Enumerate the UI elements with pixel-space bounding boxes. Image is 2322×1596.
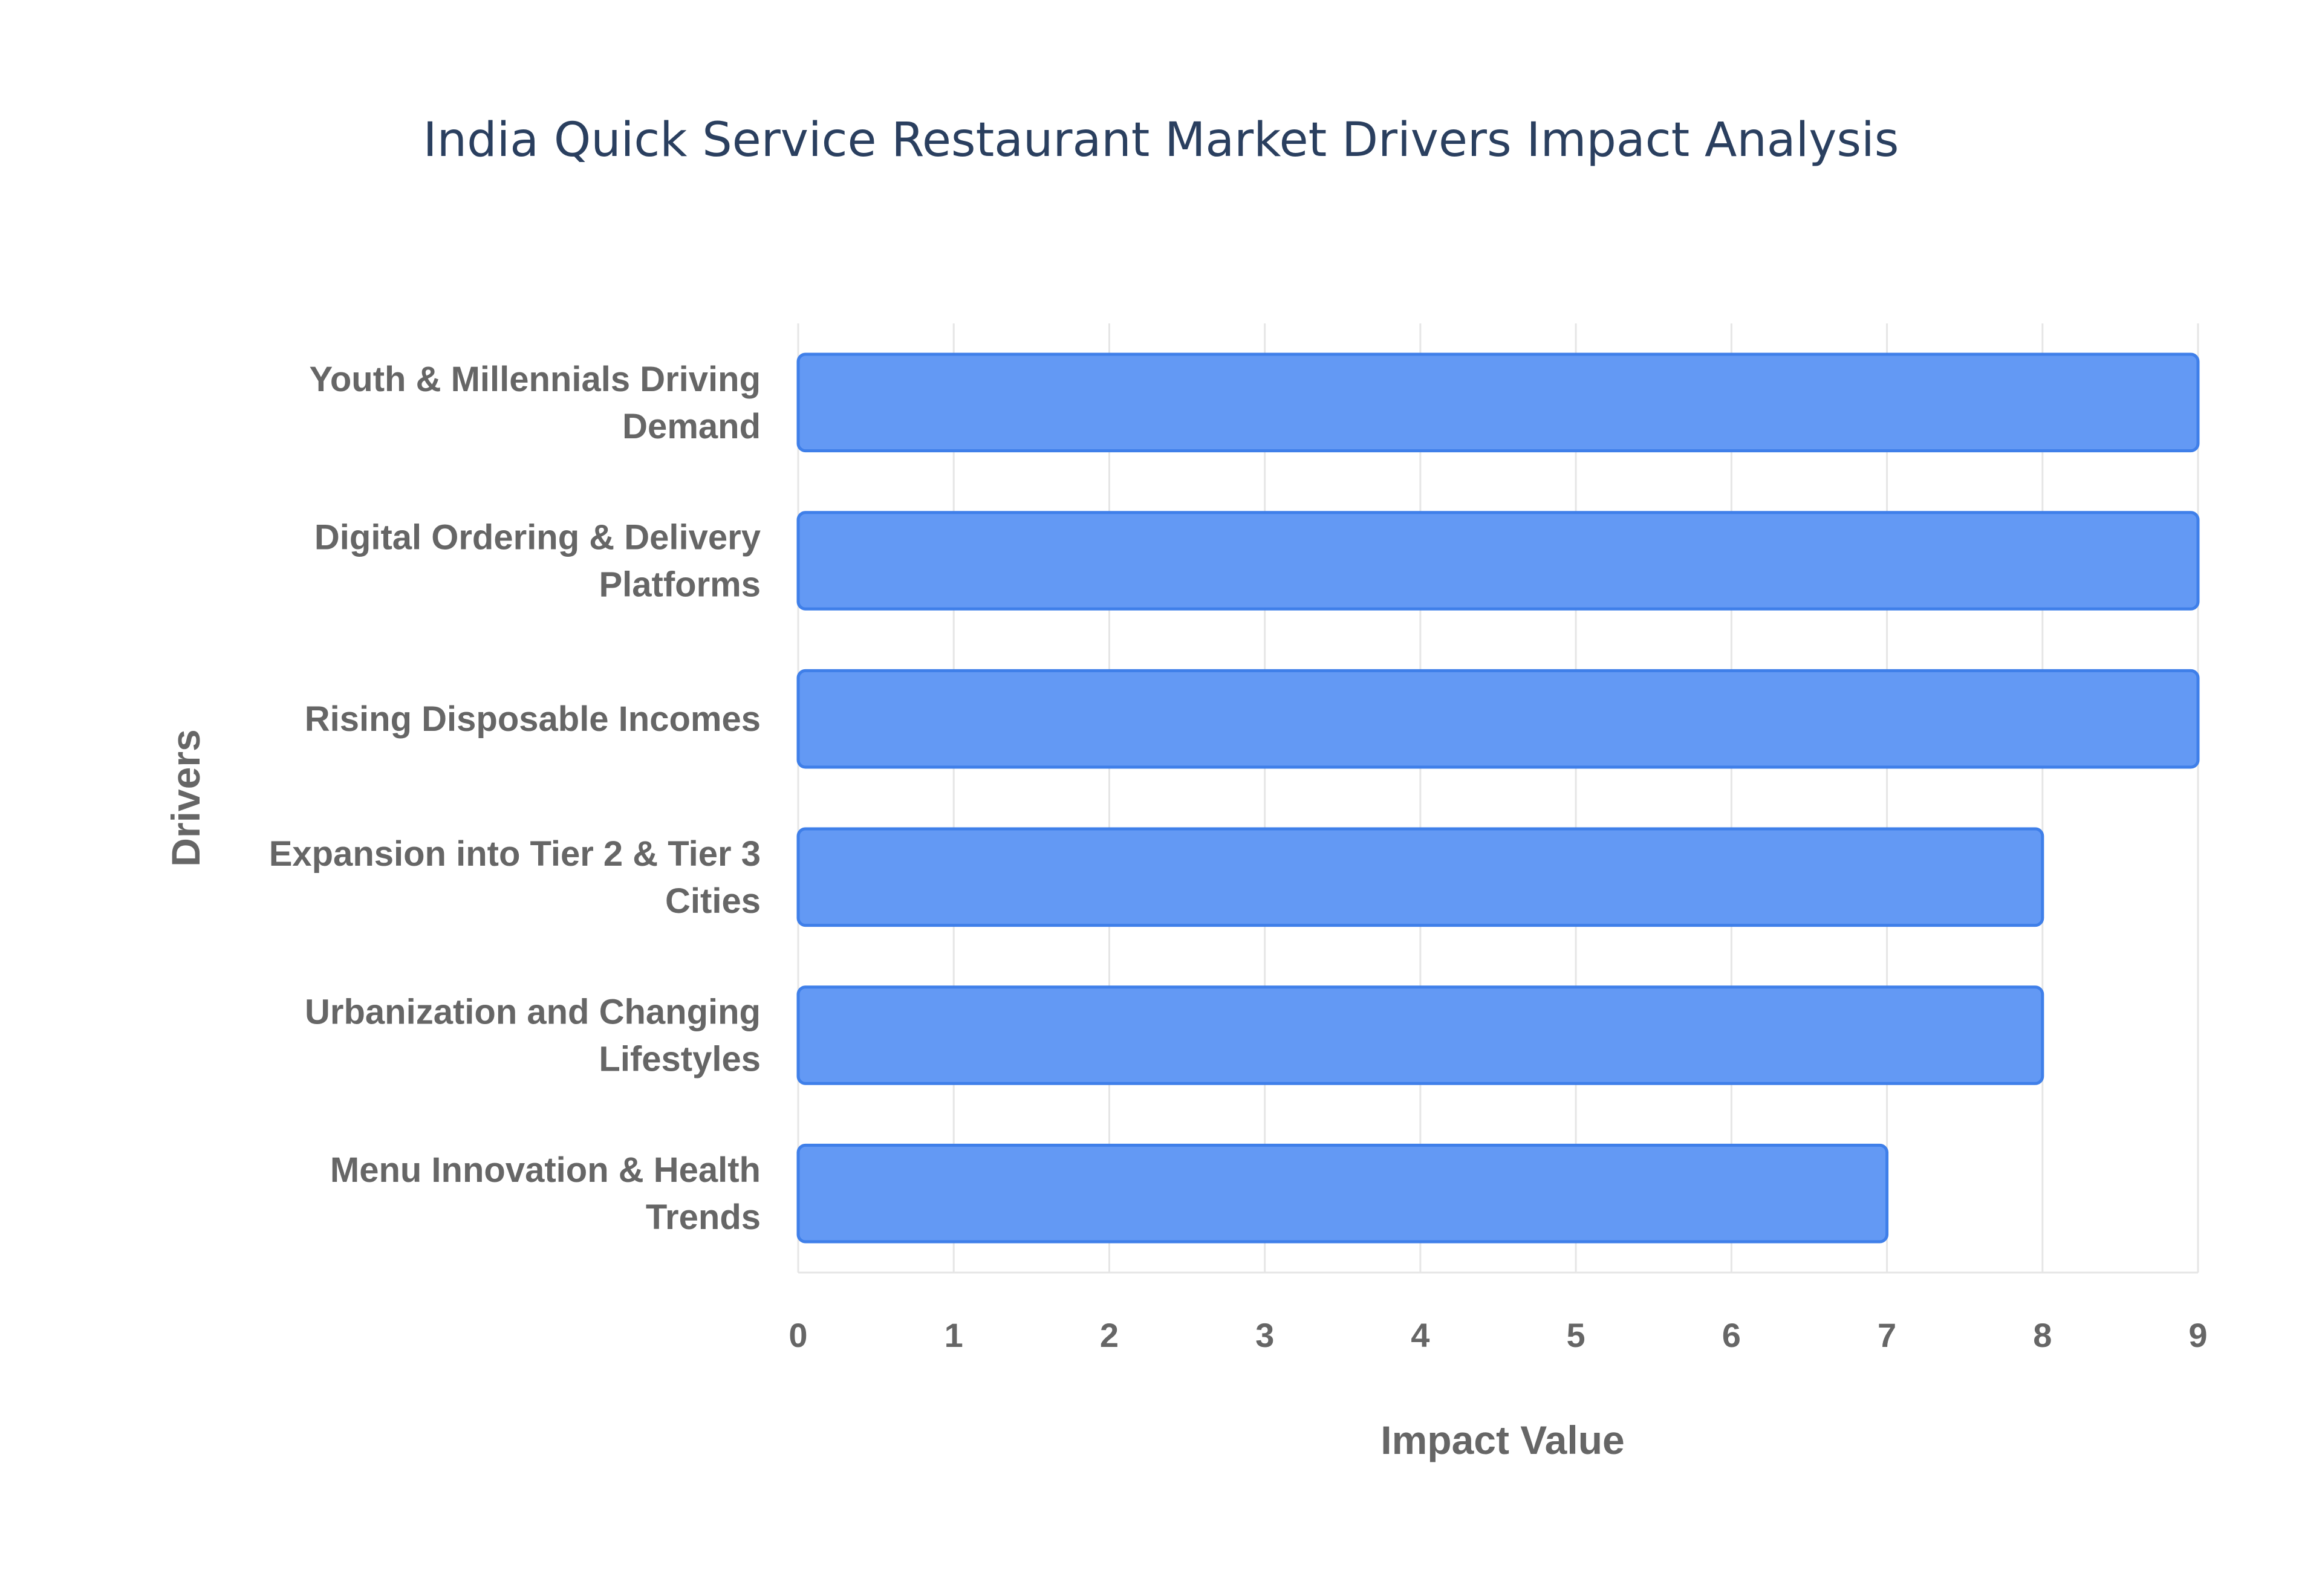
x-tick-label-7: 7 bbox=[1878, 1316, 1896, 1354]
chart-title: India Quick Service Restaurant Market Dr… bbox=[423, 113, 1899, 167]
x-tick-label-2: 2 bbox=[1100, 1316, 1119, 1354]
x-tick-label-8: 8 bbox=[2033, 1316, 2052, 1354]
bar-4 bbox=[796, 827, 2044, 927]
x-tick-label-0: 0 bbox=[789, 1316, 807, 1354]
x-tick-label-4: 4 bbox=[1411, 1316, 1429, 1354]
gridlines bbox=[797, 323, 2199, 1274]
category-label-1: Youth & Millennials Driving Demand bbox=[309, 360, 761, 446]
x-axis-title: Impact Value bbox=[1381, 1418, 1625, 1462]
x-tick-label-3: 3 bbox=[1255, 1316, 1274, 1354]
bar-2 bbox=[796, 511, 2200, 611]
category-label-line: Demand bbox=[622, 407, 761, 446]
category-label-6: Menu Innovation & Health Trends bbox=[330, 1150, 761, 1237]
category-label-line: Rising Disposable Incomes bbox=[305, 699, 761, 739]
category-label-3: Rising Disposable Incomes bbox=[305, 699, 761, 739]
category-label-line: Cities bbox=[665, 881, 761, 921]
bar-6 bbox=[796, 1143, 1889, 1244]
category-label-line: Digital Ordering & Delivery bbox=[314, 518, 761, 557]
category-label-line: Platforms bbox=[599, 565, 761, 605]
category-label-line: Expansion into Tier 2 & Tier 3 bbox=[269, 834, 761, 874]
bars bbox=[796, 352, 2200, 1244]
y-axis-title: Drivers bbox=[163, 729, 208, 867]
x-tick-label-1: 1 bbox=[945, 1316, 963, 1354]
x-tick-labels: 0 1 2 3 4 5 6 7 8 9 bbox=[789, 1316, 2207, 1354]
bar-1 bbox=[796, 352, 2200, 453]
x-tick-label-6: 6 bbox=[1722, 1316, 1741, 1354]
category-label-line: Youth & Millennials Driving bbox=[309, 360, 761, 399]
category-label-2: Digital Ordering & Delivery Platforms bbox=[314, 518, 761, 605]
category-label-line: Lifestyles bbox=[599, 1040, 761, 1079]
category-label-5: Urbanization and Changing Lifestyles bbox=[305, 993, 761, 1079]
x-tick-label-5: 5 bbox=[1567, 1316, 1585, 1354]
category-label-line: Menu Innovation & Health bbox=[330, 1150, 761, 1190]
category-label-4: Expansion into Tier 2 & Tier 3 Cities bbox=[269, 834, 761, 921]
bar-3 bbox=[796, 669, 2200, 769]
category-label-line: Urbanization and Changing bbox=[305, 993, 761, 1032]
x-tick-label-9: 9 bbox=[2188, 1316, 2207, 1354]
bar-5 bbox=[796, 985, 2044, 1085]
category-labels: Youth & Millennials Driving Demand Digital… bbox=[269, 360, 761, 1237]
category-label-line: Trends bbox=[646, 1198, 761, 1237]
